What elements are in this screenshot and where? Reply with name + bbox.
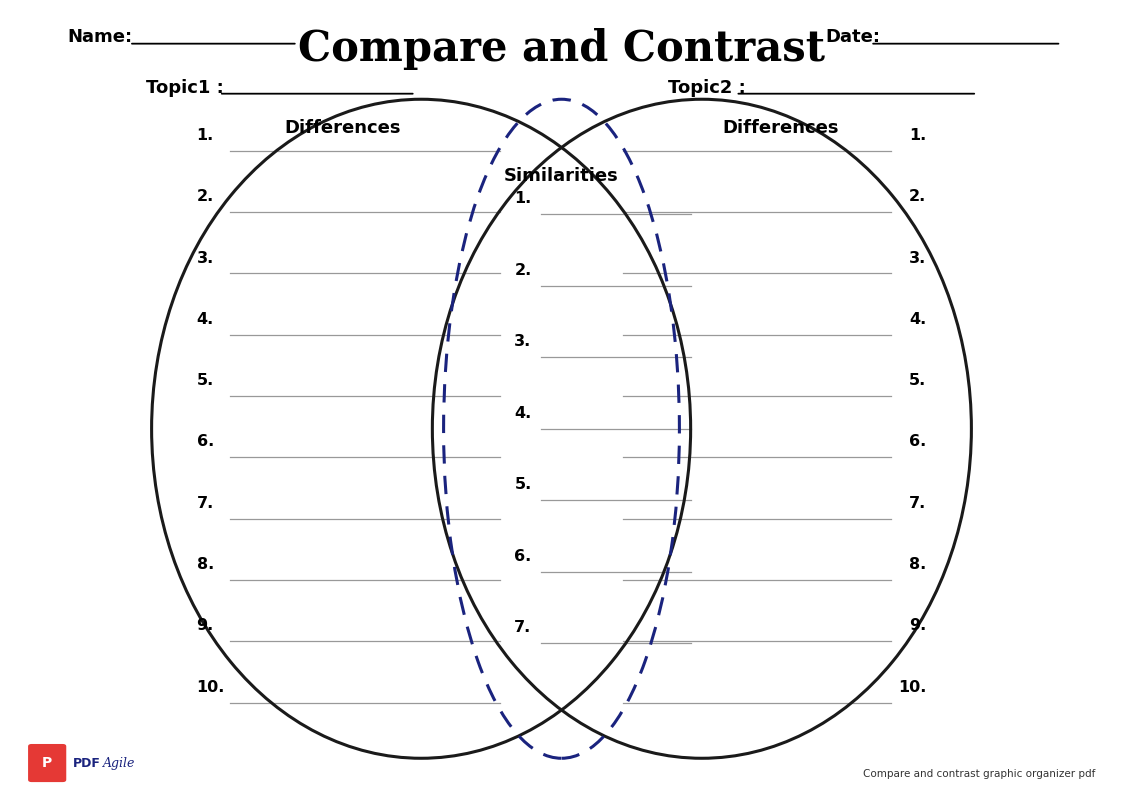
Text: 1.: 1.	[910, 128, 926, 143]
Text: Date:: Date:	[825, 28, 880, 46]
Text: 5.: 5.	[514, 477, 531, 492]
Text: 5.: 5.	[197, 373, 213, 388]
Text: Compare and Contrast: Compare and Contrast	[298, 28, 825, 70]
Text: 4.: 4.	[514, 406, 531, 421]
Text: 8.: 8.	[197, 557, 213, 572]
Text: P: P	[42, 756, 53, 770]
Text: 7.: 7.	[197, 495, 213, 511]
Text: Differences: Differences	[284, 119, 401, 137]
FancyBboxPatch shape	[28, 744, 66, 782]
Text: 6.: 6.	[514, 549, 531, 564]
Text: PDF: PDF	[73, 757, 101, 769]
Text: Name:: Name:	[67, 28, 133, 46]
Text: 7.: 7.	[514, 620, 531, 635]
Text: 9.: 9.	[197, 619, 213, 634]
Text: 1.: 1.	[197, 128, 213, 143]
Text: 10.: 10.	[197, 680, 225, 695]
Text: Topic1 :: Topic1 :	[146, 79, 223, 98]
Text: 10.: 10.	[898, 680, 926, 695]
Text: 2.: 2.	[514, 263, 531, 278]
Text: 4.: 4.	[197, 312, 213, 327]
Text: 3.: 3.	[514, 334, 531, 349]
Text: 6.: 6.	[910, 434, 926, 449]
Text: Agile: Agile	[103, 757, 136, 769]
Text: 8.: 8.	[910, 557, 926, 572]
Text: 4.: 4.	[910, 312, 926, 327]
Text: 2.: 2.	[197, 189, 213, 204]
Text: 3.: 3.	[197, 251, 213, 265]
Text: Similarities: Similarities	[504, 167, 619, 185]
Text: Topic2 :: Topic2 :	[668, 79, 746, 98]
Text: 7.: 7.	[910, 495, 926, 511]
Text: 6.: 6.	[197, 434, 213, 449]
Text: Compare and contrast graphic organizer pdf: Compare and contrast graphic organizer p…	[862, 769, 1095, 779]
Text: 3.: 3.	[910, 251, 926, 265]
Text: 5.: 5.	[910, 373, 926, 388]
Text: 9.: 9.	[910, 619, 926, 634]
Text: Differences: Differences	[722, 119, 839, 137]
Text: 1.: 1.	[514, 191, 531, 206]
Text: 2.: 2.	[910, 189, 926, 204]
